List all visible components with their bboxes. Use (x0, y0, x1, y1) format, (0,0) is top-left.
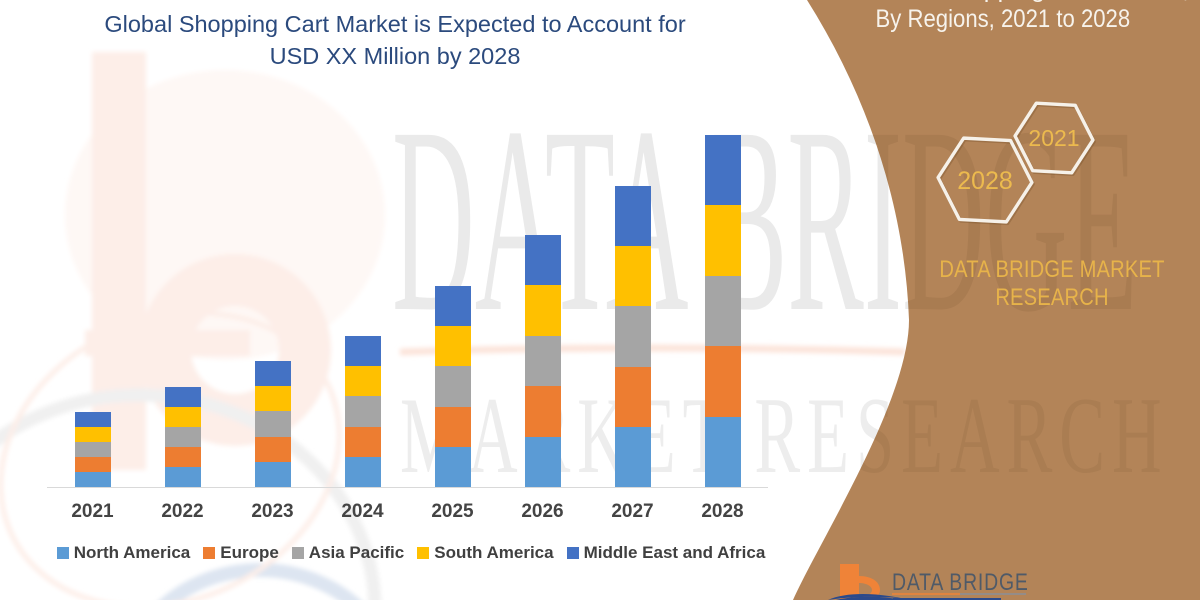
svg-text:2028: 2028 (957, 167, 1013, 195)
svg-text:2021: 2021 (1028, 125, 1079, 151)
svg-text:DATA BRIDGE: DATA BRIDGE (892, 568, 1029, 595)
